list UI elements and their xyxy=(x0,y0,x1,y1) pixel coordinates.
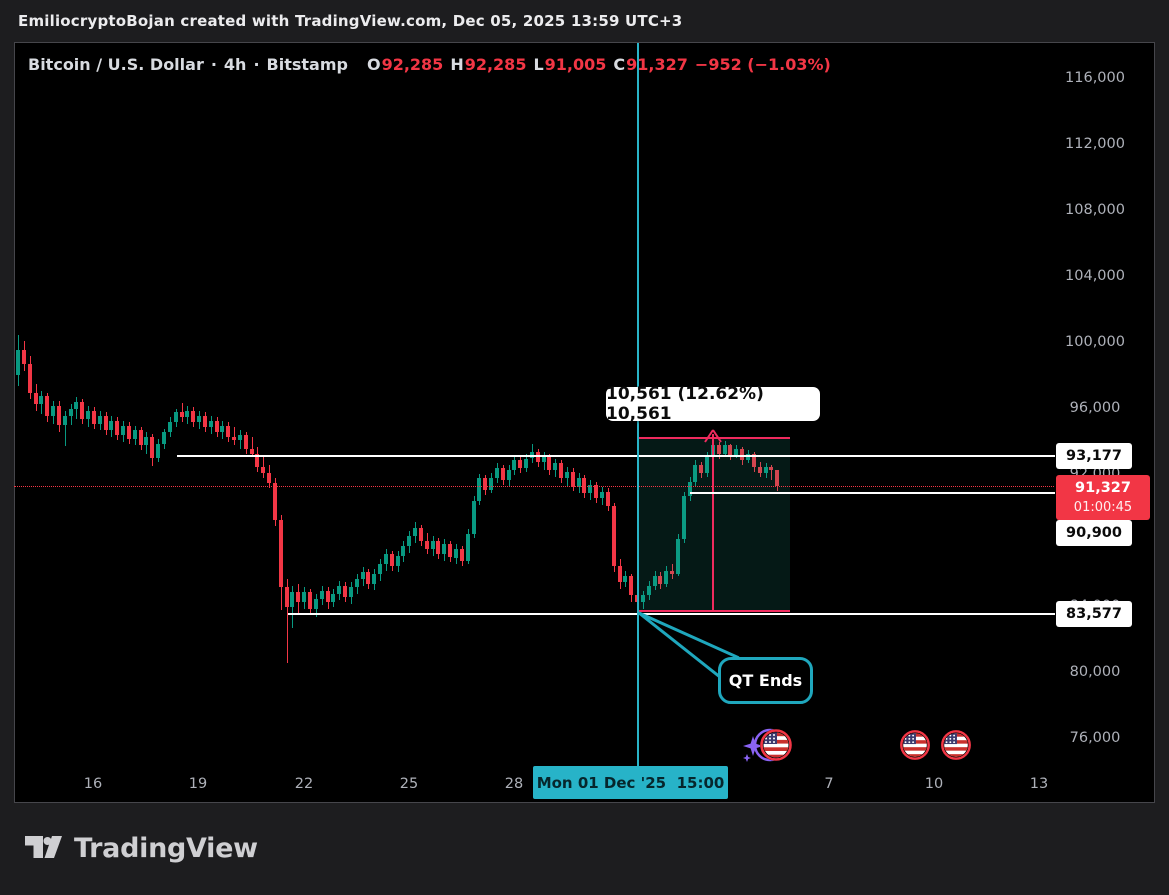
price-label-90900: 90,900 xyxy=(1056,520,1132,546)
price-tick-label: 80,000 xyxy=(1069,664,1121,680)
price-tick-label: 108,000 xyxy=(1065,202,1125,218)
change-value: −952 (−1.03%) xyxy=(694,55,831,74)
time-tick-label: 22 xyxy=(294,776,314,792)
high-value: 92,285 xyxy=(464,55,527,74)
chart-panel[interactable] xyxy=(14,42,1155,803)
time-tick-label: 7 xyxy=(824,776,834,792)
separator-dot: · xyxy=(253,55,260,74)
exchange-label[interactable]: Bitstamp xyxy=(266,55,348,74)
time-tick-label: 10 xyxy=(924,776,944,792)
attribution-text: EmiliocryptoBojan created with TradingVi… xyxy=(18,12,683,30)
tradingview-wordmark: TradingView xyxy=(74,833,258,864)
time-tick-label: 13 xyxy=(1029,776,1049,792)
us-flag-icon[interactable] xyxy=(758,727,794,763)
ohlc-high: H 92,285 xyxy=(450,55,527,74)
ohlc-close: C 91,327 xyxy=(613,55,688,74)
close-value: 91,327 xyxy=(626,55,688,74)
time-tick-label: 25 xyxy=(399,776,419,792)
separator-dot: · xyxy=(210,55,217,74)
time-tick-label: 28 xyxy=(504,776,524,792)
low-value: 91,005 xyxy=(544,55,607,74)
price-tick-label: 96,000 xyxy=(1069,400,1121,416)
price-tick-label: 116,000 xyxy=(1065,70,1125,86)
symbol-title[interactable]: Bitcoin / U.S. Dollar xyxy=(28,55,204,74)
attribution-bar: EmiliocryptoBojan created with TradingVi… xyxy=(0,0,1169,42)
ohlc-open: O 92,285 xyxy=(366,55,444,74)
price-tick-label: 112,000 xyxy=(1065,136,1125,152)
sparkle-icon xyxy=(743,736,763,762)
bar-countdown: 01:00:45 xyxy=(1073,499,1133,515)
measure-tooltip: 10,561 (12.62%) 10,561 xyxy=(606,384,820,424)
time-tick-label: 16 xyxy=(83,776,103,792)
us-flag-icon[interactable] xyxy=(939,728,973,762)
callout-box[interactable]: QT Ends xyxy=(718,657,813,704)
price-label-93177: 93,177 xyxy=(1056,443,1132,469)
current-price-value: 91,327 xyxy=(1075,479,1131,496)
ohlc-low: L 91,005 xyxy=(533,55,607,74)
price-label-83577: 83,577 xyxy=(1056,601,1132,627)
open-value: 92,285 xyxy=(381,55,444,74)
price-tick-label: 104,000 xyxy=(1065,268,1125,284)
price-tick-label: 100,000 xyxy=(1065,334,1125,350)
event-time-label: Mon 01 Dec '25 15:00 xyxy=(533,766,728,799)
interval-label[interactable]: 4h xyxy=(223,55,247,74)
us-flag-icon[interactable] xyxy=(898,728,932,762)
current-price-label: 91,327 01:00:45 xyxy=(1056,475,1150,520)
price-tick-label: 76,000 xyxy=(1069,730,1121,746)
tradingview-logo-icon xyxy=(25,836,62,858)
time-tick-label: 19 xyxy=(188,776,208,792)
